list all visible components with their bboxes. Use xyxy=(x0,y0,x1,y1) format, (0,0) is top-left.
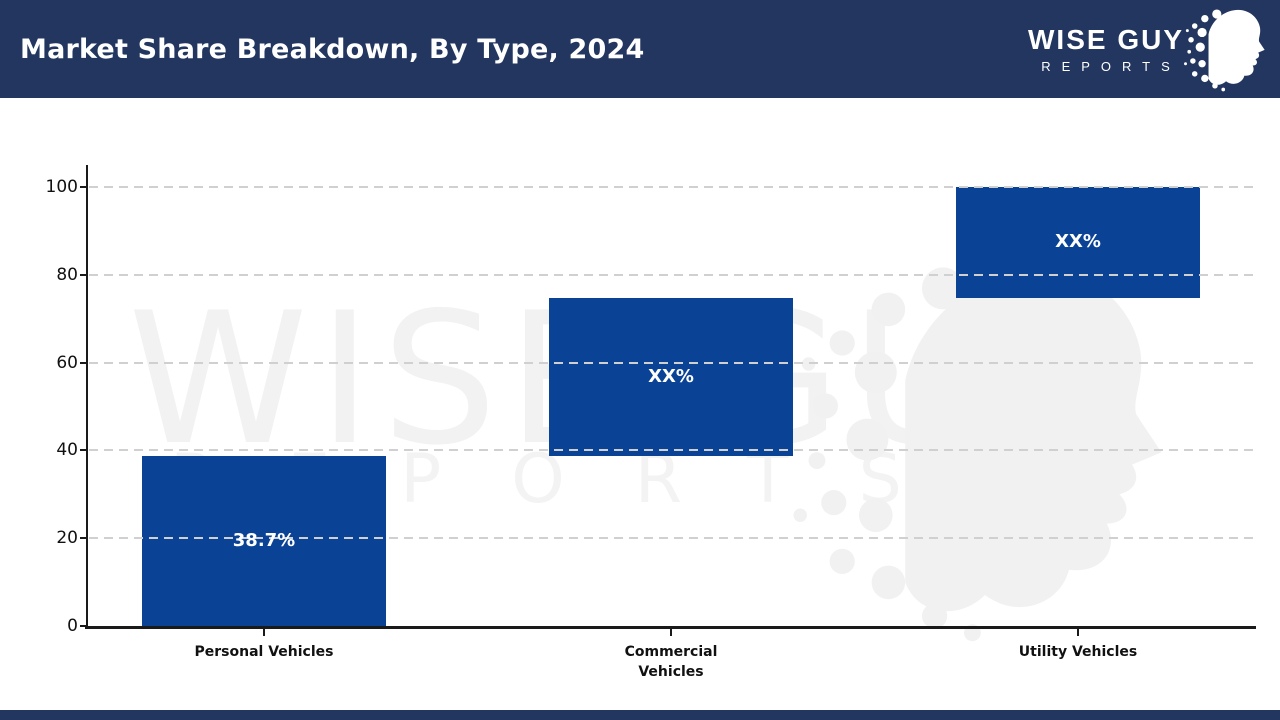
gridline-40 xyxy=(89,449,1254,452)
category-label-utility-vehicles: Utility Vehicles xyxy=(1018,644,1138,660)
brand-name: WISE GUY xyxy=(1027,23,1184,55)
footer-banner xyxy=(0,710,1280,720)
y-tick-label: 60 xyxy=(56,352,78,373)
category-label-personal-vehicles: Personal Vehicles xyxy=(194,644,334,660)
gridline-20 xyxy=(89,537,1254,540)
y-tick-label: 40 xyxy=(56,440,78,461)
y-tick-label: 20 xyxy=(56,528,78,549)
y-tick-mark xyxy=(80,186,88,188)
category-label-commercial-vehicles: Commercial Vehicles xyxy=(624,644,718,680)
y-tick-label: 0 xyxy=(67,616,78,636)
y-tick-label: 100 xyxy=(45,177,78,197)
bar-personal-vehicles xyxy=(142,456,386,626)
y-tick-mark xyxy=(80,361,88,364)
bar-commercial-vehicles xyxy=(549,297,793,457)
wiseguy-face-icon xyxy=(1180,3,1272,95)
y-axis-spine xyxy=(86,165,88,629)
gridline-100 xyxy=(89,186,1254,188)
bar-utility-vehicles xyxy=(956,187,1200,298)
y-tick-label: 80 xyxy=(56,264,78,285)
bar-value-label: 38.7% xyxy=(232,530,296,552)
x-tick-mark xyxy=(1077,629,1079,636)
x-tick-mark xyxy=(263,629,265,636)
y-tick-mark xyxy=(80,537,88,540)
y-tick-mark xyxy=(80,449,88,452)
x-axis-spine xyxy=(85,626,1256,629)
y-tick-mark xyxy=(80,625,88,627)
page-title: Market Share Breakdown, By Type, 2024 xyxy=(20,33,645,65)
bar-value-label: XX% xyxy=(1055,231,1101,253)
brand-wordmark: WISE GUY REPORTS xyxy=(1027,23,1184,74)
gridline-60 xyxy=(89,361,1254,364)
y-tick-mark xyxy=(80,273,88,276)
chart-canvas: WISE GUY REPORTS 38.7%XX%XX%020406080100… xyxy=(0,98,1280,710)
brand-logo: WISE GUY REPORTS xyxy=(1028,2,1272,96)
brand-tagline: REPORTS xyxy=(1041,58,1181,74)
x-tick-mark xyxy=(670,629,672,636)
gridline-80 xyxy=(89,273,1254,276)
header-banner: Market Share Breakdown, By Type, 2024 WI… xyxy=(0,0,1280,98)
bar-value-label: XX% xyxy=(648,365,694,387)
